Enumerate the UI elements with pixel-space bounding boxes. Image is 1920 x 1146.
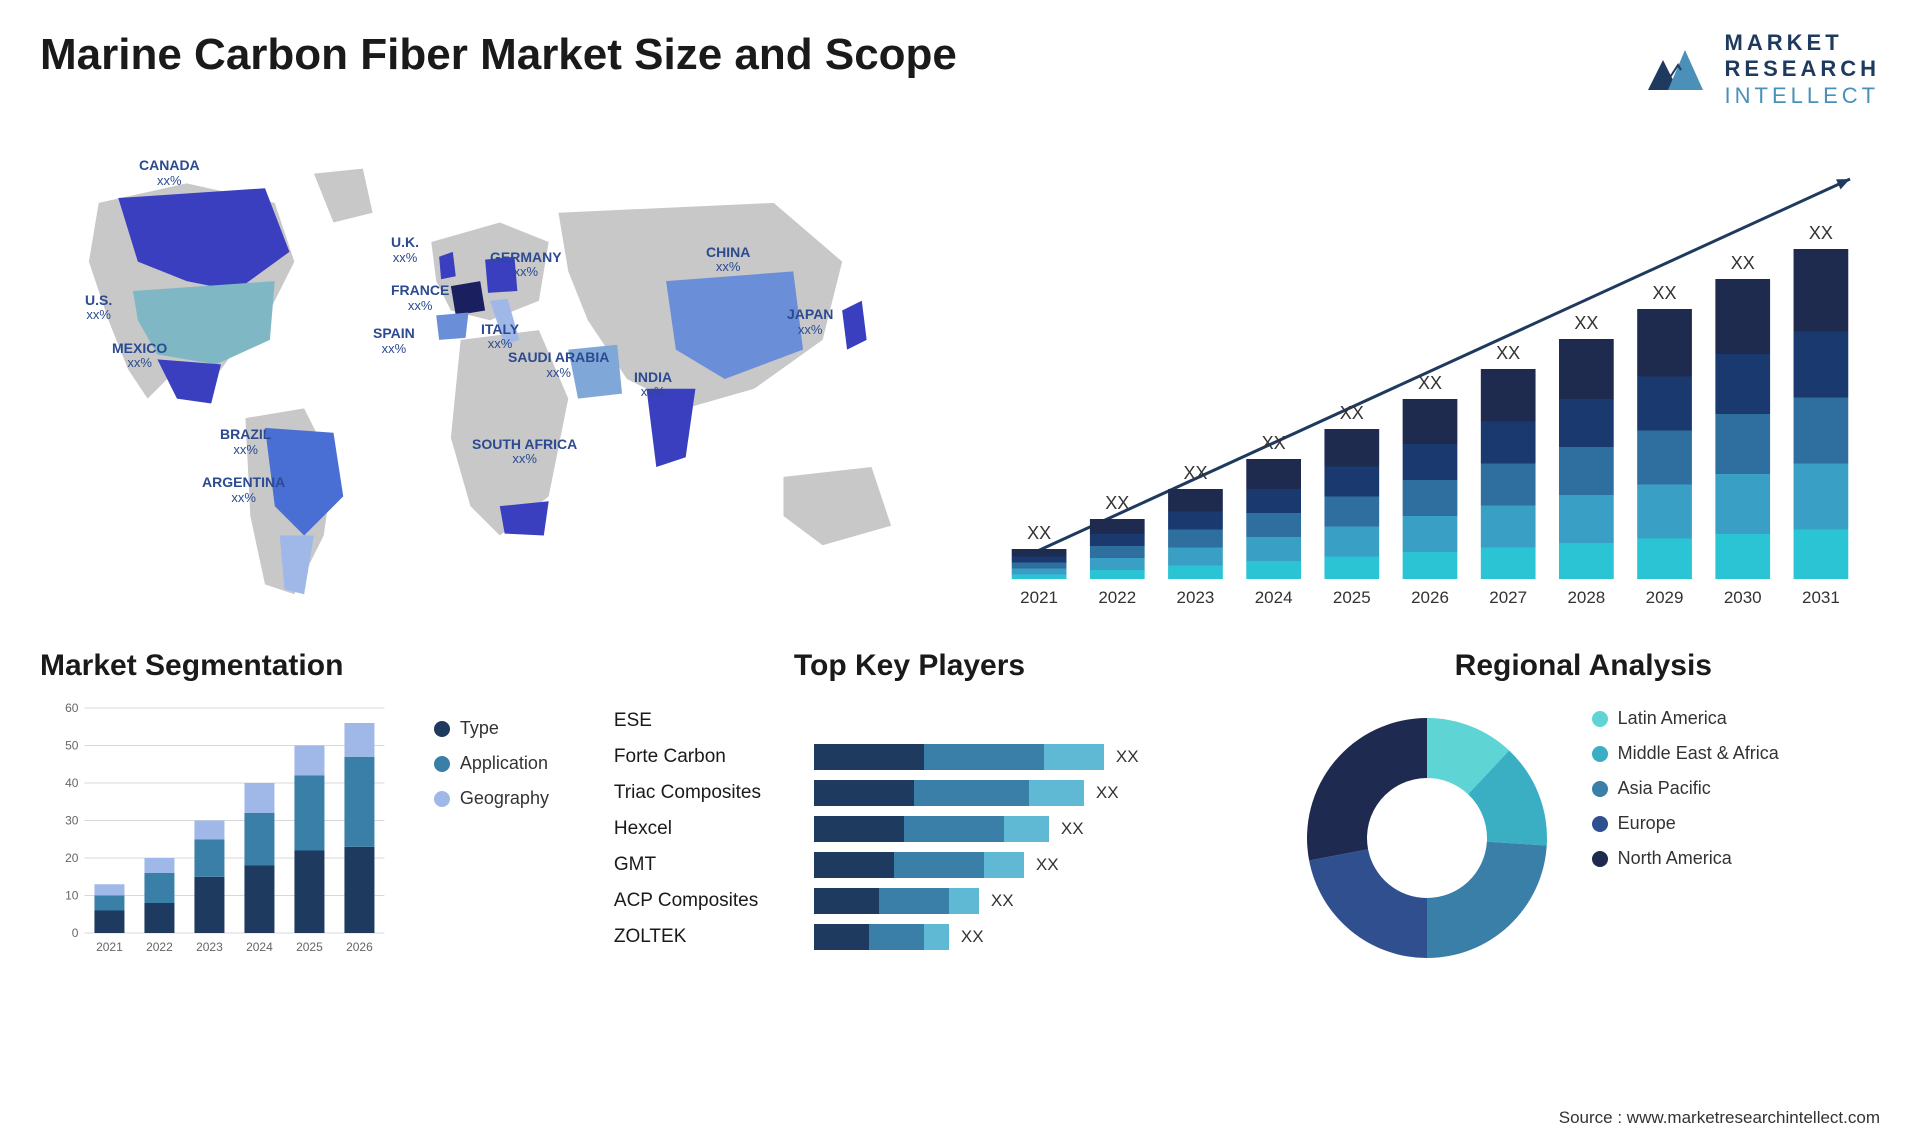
country-label-spain: SPAINxx%: [373, 326, 415, 356]
player-bar-row: XX: [814, 847, 1257, 883]
country-label-uk: U.K.xx%: [391, 235, 419, 265]
svg-text:2031: 2031: [1802, 588, 1840, 607]
svg-text:XX: XX: [1340, 403, 1364, 423]
country-label-canada: CANADAxx%: [139, 158, 200, 188]
player-bar-row: XX: [814, 775, 1257, 811]
header: Marine Carbon Fiber Market Size and Scop…: [40, 30, 1880, 109]
svg-text:2029: 2029: [1646, 588, 1684, 607]
regional-legend-item: North America: [1592, 848, 1880, 869]
country-label-germany: GERMANYxx%: [490, 250, 562, 280]
regional-legend: Latin America Middle East & Africa Asia Pa…: [1592, 698, 1880, 883]
country-label-southafrica: SOUTH AFRICAxx%: [472, 437, 577, 467]
regional-title: Regional Analysis: [1287, 649, 1880, 683]
player-bar-row: XX: [814, 919, 1257, 955]
country-label-india: INDIAxx%: [634, 370, 672, 400]
svg-text:2028: 2028: [1567, 588, 1605, 607]
player-name: GMT: [614, 847, 794, 883]
svg-text:XX: XX: [1496, 343, 1520, 363]
map-svg: [40, 139, 940, 619]
player-bar-row: XX: [814, 883, 1257, 919]
svg-text:2023: 2023: [196, 940, 223, 954]
svg-text:40: 40: [65, 776, 79, 790]
logo-line3: INTELLECT: [1725, 83, 1880, 109]
svg-text:XX: XX: [1262, 433, 1286, 453]
svg-text:2023: 2023: [1177, 588, 1215, 607]
players-panel: Top Key Players ESEForte CarbonTriac Com…: [614, 649, 1257, 978]
regional-legend-item: Asia Pacific: [1592, 778, 1880, 799]
segmentation-chart-svg: 0 10 20 30 40 50 60 2021 2022 2023 2024 2025 2026: [40, 698, 409, 958]
player-name: ACP Composites: [614, 883, 794, 919]
svg-text:2021: 2021: [1020, 588, 1058, 607]
segmentation-legend-item: Geography: [434, 788, 584, 809]
segmentation-panel: Market Segmentation 0 10 20 30 40 50 60 2021 202…: [40, 649, 584, 978]
svg-text:2022: 2022: [1098, 588, 1136, 607]
svg-text:20: 20: [65, 851, 79, 865]
svg-text:2025: 2025: [1333, 588, 1371, 607]
growth-chart: XX 2021 XX 2022 XX 2023 XX 2024 XX 2025 XX 2026 XX 20…: [980, 139, 1880, 619]
svg-text:2026: 2026: [1411, 588, 1449, 607]
lower-section: Market Segmentation 0 10 20 30 40 50 60 2021 202…: [40, 649, 1880, 978]
svg-text:2022: 2022: [146, 940, 173, 954]
svg-text:XX: XX: [1418, 373, 1442, 393]
player-name: Forte Carbon: [614, 739, 794, 775]
players-chart: ESEForte CarbonTriac CompositesHexcelGMT…: [614, 698, 1257, 955]
regional-panel: Regional Analysis Latin America Middle Ea…: [1287, 649, 1880, 978]
svg-text:2025: 2025: [296, 940, 323, 954]
svg-text:XX: XX: [1809, 223, 1833, 243]
svg-text:0: 0: [72, 926, 79, 940]
regional-legend-item: Middle East & Africa: [1592, 743, 1880, 764]
country-label-saudiarabia: SAUDI ARABIAxx%: [508, 350, 609, 380]
segmentation-title: Market Segmentation: [40, 649, 584, 683]
svg-text:2030: 2030: [1724, 588, 1762, 607]
svg-text:2026: 2026: [346, 940, 373, 954]
country-label-france: FRANCExx%: [391, 283, 449, 313]
svg-text:2024: 2024: [1255, 588, 1293, 607]
svg-text:10: 10: [65, 889, 79, 903]
svg-text:2021: 2021: [96, 940, 123, 954]
logo: MARKET RESEARCH INTELLECT: [1643, 30, 1880, 109]
svg-text:50: 50: [65, 739, 79, 753]
player-name: ESE: [614, 703, 794, 739]
country-label-italy: ITALYxx%: [481, 322, 519, 352]
svg-text:60: 60: [65, 701, 79, 715]
country-label-argentina: ARGENTINAxx%: [202, 475, 285, 505]
country-label-china: CHINAxx%: [706, 245, 750, 275]
donut-chart-svg: [1287, 698, 1567, 978]
player-bar-row: XX: [814, 739, 1257, 775]
country-label-brazil: BRAZILxx%: [220, 427, 271, 457]
page-title: Marine Carbon Fiber Market Size and Scop…: [40, 30, 957, 80]
segmentation-legend-item: Type: [434, 718, 584, 739]
country-label-mexico: MEXICOxx%: [112, 341, 167, 371]
svg-text:XX: XX: [1653, 283, 1677, 303]
world-map: CANADAxx% U.S.xx%MEXICOxx% BRAZILxx% ARGENT…: [40, 139, 940, 619]
logo-line2: RESEARCH: [1725, 56, 1880, 82]
segmentation-legend: Type Application Geography: [434, 698, 584, 958]
player-name: Triac Composites: [614, 775, 794, 811]
country-label-us: U.S.xx%: [85, 293, 112, 323]
svg-text:XX: XX: [1574, 313, 1598, 333]
players-title: Top Key Players: [614, 649, 1257, 683]
player-bar-row: XX: [814, 811, 1257, 847]
logo-line1: MARKET: [1725, 30, 1880, 56]
svg-text:XX: XX: [1731, 253, 1755, 273]
svg-text:30: 30: [65, 814, 79, 828]
regional-legend-item: Latin America: [1592, 708, 1880, 729]
player-bar-row: [814, 703, 1257, 739]
svg-text:XX: XX: [1105, 493, 1129, 513]
svg-text:2027: 2027: [1489, 588, 1527, 607]
growth-chart-svg: XX 2021 XX 2022 XX 2023 XX 2024 XX 2025 XX 2026 XX 20…: [980, 139, 1880, 619]
player-name: ZOLTEK: [614, 919, 794, 955]
player-name: Hexcel: [614, 811, 794, 847]
svg-text:XX: XX: [1027, 523, 1051, 543]
segmentation-legend-item: Application: [434, 753, 584, 774]
country-label-japan: JAPANxx%: [787, 307, 833, 337]
logo-icon: [1643, 40, 1713, 100]
svg-text:XX: XX: [1183, 463, 1207, 483]
source-text: Source : www.marketresearchintellect.com: [1559, 1108, 1880, 1128]
upper-section: CANADAxx% U.S.xx%MEXICOxx% BRAZILxx% ARGENT…: [40, 139, 1880, 619]
svg-text:2024: 2024: [246, 940, 273, 954]
regional-legend-item: Europe: [1592, 813, 1880, 834]
